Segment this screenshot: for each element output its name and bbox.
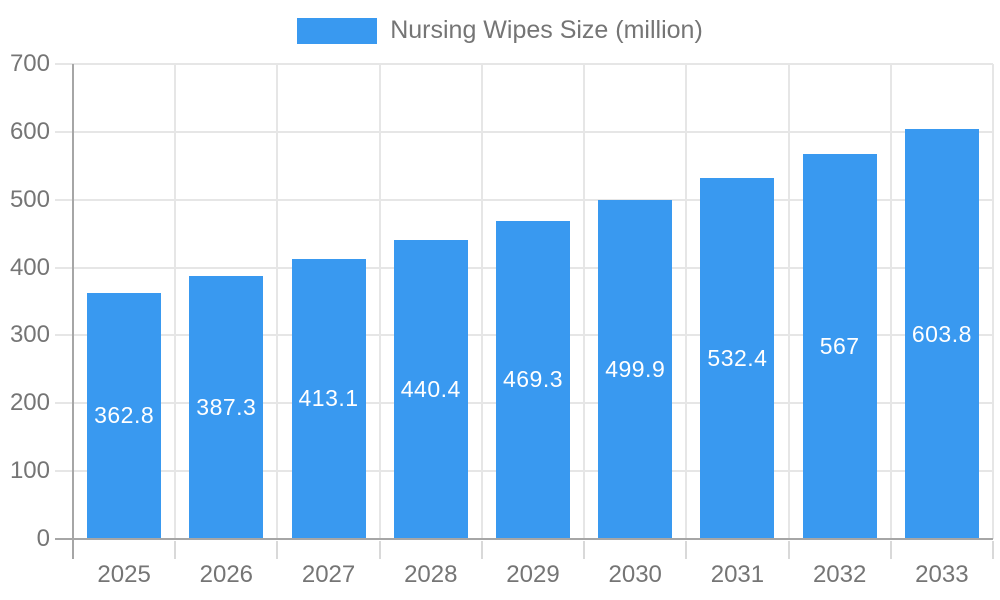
gridline-x-6	[685, 64, 688, 539]
x-tick-label-2032: 2032	[812, 561, 867, 588]
x-tick-7	[787, 541, 790, 559]
y-tick-label-300: 300	[9, 321, 50, 349]
x-tick-label-2027: 2027	[301, 561, 356, 588]
gridline-y-600	[55, 130, 993, 133]
x-tick-label-2025: 2025	[97, 561, 151, 588]
bar-value-label-2033: 603.8	[911, 320, 972, 347]
bar-2027[interactable]: 413.1	[291, 258, 366, 539]
bar-value-label-2031: 532.4	[707, 344, 768, 371]
x-tick-label-2029: 2029	[506, 561, 560, 588]
x-tick-8	[889, 541, 892, 559]
x-tick-4	[480, 541, 483, 559]
y-tick-label-500: 500	[9, 185, 50, 213]
bar-2029[interactable]: 469.3	[496, 220, 570, 539]
y-tick-label-700: 700	[9, 50, 50, 77]
x-tick-5	[583, 541, 586, 559]
y-tick-label-200: 200	[9, 389, 50, 417]
y-tick-label-400: 400	[9, 253, 50, 281]
x-tick-label-2033: 2033	[915, 561, 969, 588]
gridline-x-8	[889, 64, 892, 539]
x-tick-label-2031: 2031	[710, 561, 765, 588]
x-tick-label-2030: 2030	[608, 561, 662, 588]
gridline-x-9	[992, 64, 994, 539]
x-axis-line	[55, 538, 993, 540]
gridline-y-700	[55, 63, 993, 65]
bar-2032[interactable]: 567	[802, 154, 877, 539]
gridline-x-3	[378, 64, 381, 539]
bar-2028[interactable]: 440.4	[393, 240, 468, 539]
gridline-y-500	[55, 198, 993, 201]
bar-2026[interactable]: 387.3	[189, 276, 264, 539]
x-tick-label-2028: 2028	[404, 561, 458, 588]
x-tick-9	[992, 541, 994, 559]
gridline-x-2	[276, 64, 279, 539]
x-tick-2	[276, 541, 279, 559]
x-tick-1	[174, 541, 177, 559]
y-axis-line	[72, 64, 74, 559]
bar-value-label-2029: 469.3	[502, 366, 564, 393]
bar-2031[interactable]: 532.4	[700, 177, 775, 539]
legend-swatch	[297, 17, 378, 44]
gridline-x-7	[787, 64, 790, 539]
y-tick-label-100: 100	[9, 457, 50, 485]
legend[interactable]: Nursing Wipes Size (million)	[0, 16, 1000, 45]
gridline-x-4	[480, 64, 483, 539]
bar-2033[interactable]: 603.8	[904, 129, 979, 539]
bar-value-label-2028: 440.4	[400, 376, 461, 403]
bar-value-label-2030: 499.9	[605, 355, 666, 382]
bar-value-label-2026: 387.3	[196, 394, 257, 421]
gridline-x-1	[174, 64, 177, 539]
bar-value-label-2025: 362.8	[94, 402, 155, 429]
bar-value-label-2027: 413.1	[298, 385, 359, 412]
x-tick-3	[378, 541, 381, 559]
legend-label: Nursing Wipes Size (million)	[390, 16, 703, 44]
y-tick-label-0: 0	[36, 525, 50, 552]
y-tick-label-600: 600	[9, 117, 50, 145]
bar-value-label-2032: 567	[819, 333, 860, 360]
bar-2025[interactable]: 362.8	[87, 292, 162, 539]
bar-2030[interactable]: 499.9	[598, 199, 673, 539]
gridline-x-5	[583, 64, 586, 539]
x-tick-6	[685, 541, 688, 559]
x-tick-label-2026: 2026	[199, 561, 254, 588]
